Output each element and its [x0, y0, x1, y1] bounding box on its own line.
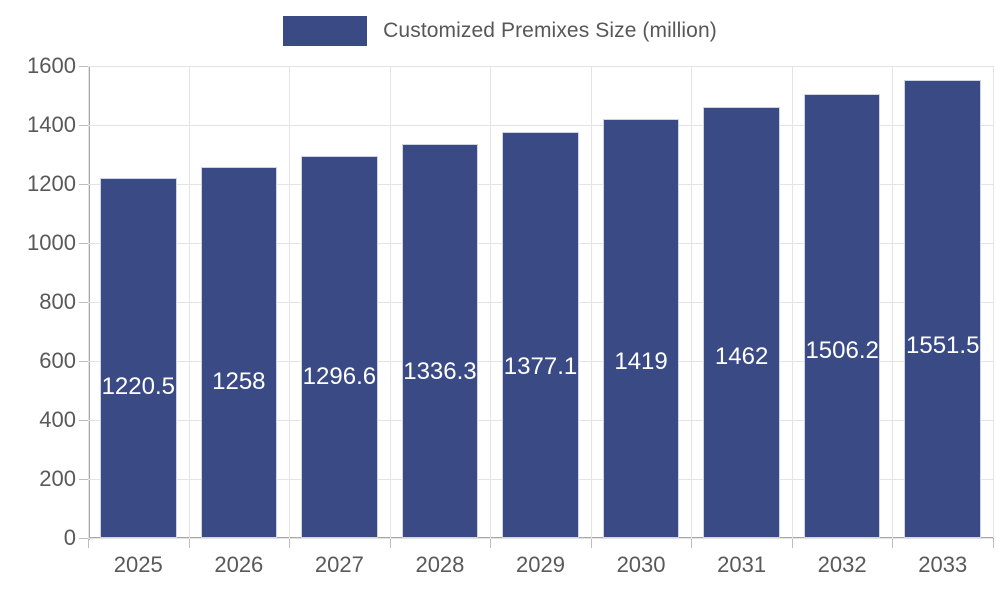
gridline-vertical: [490, 66, 492, 538]
y-axis-tick-mark: [79, 361, 88, 362]
y-axis-tick-mark: [79, 125, 88, 126]
gridline-vertical: [590, 66, 592, 538]
gridline-horizontal: [88, 125, 993, 126]
gridline-vertical: [691, 66, 693, 538]
x-axis-tick-mark: [88, 539, 89, 548]
x-axis-tick-mark: [490, 539, 492, 548]
gridline-vertical: [791, 66, 793, 538]
bar[interactable]: [200, 166, 278, 538]
gridline-vertical: [289, 66, 291, 538]
y-axis-tick-label: 600: [39, 348, 76, 373]
y-axis-line: [88, 66, 90, 540]
plot-area: 1220.5 1258 1296.6 1336.3 1377.1 1419 1462 1506…: [88, 66, 994, 539]
x-axis-tick-mark: [289, 539, 291, 548]
x-axis-tick-label: 2027: [314, 552, 364, 577]
x-axis-tick-mark: [892, 539, 894, 548]
gridline-horizontal: [88, 538, 993, 539]
y-axis-tick-mark: [79, 302, 88, 303]
x-axis-tick-label: 2032: [817, 552, 867, 577]
y-axis-tick-mark: [79, 184, 88, 185]
x-axis-tick-label: 2030: [616, 552, 666, 577]
x-axis-tick-label: 2026: [214, 552, 264, 577]
gridline-vertical: [892, 66, 894, 538]
y-axis-tick-mark: [79, 243, 88, 244]
x-axis-tick-label: 2029: [516, 552, 565, 577]
bar[interactable]: [602, 119, 680, 538]
y-axis-tick-label: 800: [39, 289, 76, 314]
x-axis-tick-mark: [590, 539, 592, 548]
legend-swatch-customized-premixes-size: [283, 16, 368, 46]
y-axis-tick-label: 1200: [27, 171, 76, 196]
x-axis-tick-mark: [993, 539, 994, 548]
gridline-vertical: [389, 66, 391, 538]
bar[interactable]: [904, 80, 982, 538]
y-axis-tick-mark: [79, 479, 88, 480]
y-axis-tick-label: 1000: [27, 230, 76, 255]
chart-legend: Customized Premixes Size (million): [0, 14, 1000, 48]
y-axis-tick-mark: [79, 66, 88, 67]
x-axis-tick-label: 2031: [717, 552, 767, 577]
x-axis-tick-mark: [691, 539, 693, 548]
y-axis-tick-label: 200: [39, 466, 76, 491]
bar[interactable]: [401, 143, 479, 538]
bar[interactable]: [301, 155, 378, 538]
x-axis-tick-label: 2028: [415, 552, 465, 577]
gridline-vertical: [88, 66, 89, 538]
y-axis-tick-label: 400: [39, 407, 76, 432]
x-axis-tick-label: 2025: [113, 552, 163, 577]
bar[interactable]: [703, 106, 780, 538]
gridline-vertical: [188, 66, 190, 538]
bar[interactable]: [803, 93, 881, 538]
y-axis-tick-label: 1400: [27, 112, 76, 137]
legend-label-customized-premixes-size: Customized Premixes Size (million): [383, 19, 717, 42]
y-axis-tick-label: 1600: [27, 53, 76, 78]
x-axis-tick-mark: [791, 539, 793, 548]
bar[interactable]: [99, 177, 177, 538]
x-axis-tick-label: 2033: [918, 552, 968, 577]
x-axis-tick-mark: [389, 539, 391, 548]
gridline-horizontal: [88, 66, 993, 67]
gridline-vertical: [993, 66, 994, 538]
x-axis-tick-mark: [188, 539, 190, 548]
bar[interactable]: [502, 131, 579, 538]
y-axis-tick-mark: [79, 538, 88, 539]
y-axis-tick-mark: [79, 420, 88, 421]
y-axis-tick-label: 0: [63, 525, 76, 550]
